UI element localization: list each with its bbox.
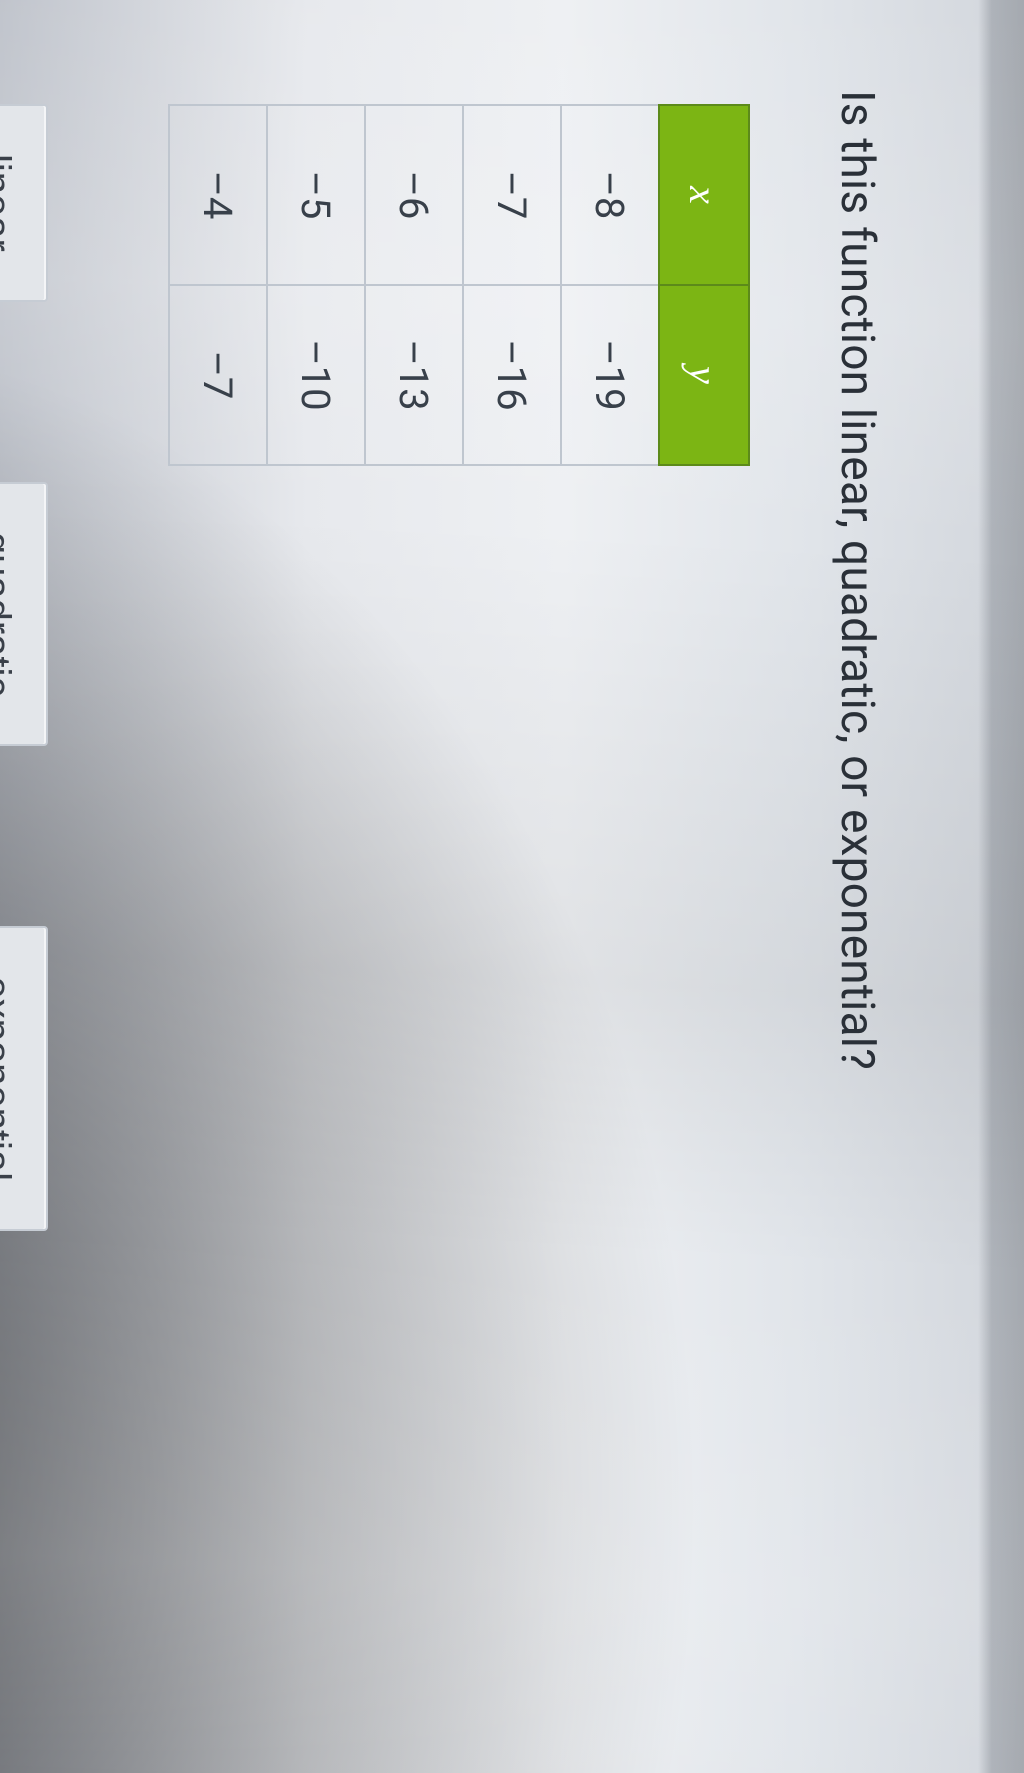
table-row: –4 –7 bbox=[169, 105, 267, 465]
table-header-x: x bbox=[659, 105, 749, 285]
cell-y: –13 bbox=[365, 285, 463, 465]
cell-y: –7 bbox=[169, 285, 267, 465]
cell-x: –8 bbox=[561, 105, 659, 285]
answer-linear-button[interactable]: linear bbox=[0, 104, 48, 302]
question-text: Is this function linear, quadratic, or e… bbox=[830, 90, 884, 1713]
table-header-row: x y bbox=[659, 105, 749, 465]
cell-x: –6 bbox=[365, 105, 463, 285]
cell-x: –4 bbox=[169, 105, 267, 285]
answer-options: linear quadratic exponential bbox=[0, 104, 48, 1713]
table-row: –6 –13 bbox=[365, 105, 463, 465]
table-row: –7 –16 bbox=[463, 105, 561, 465]
table-row: –8 –19 bbox=[561, 105, 659, 465]
cell-x: –7 bbox=[463, 105, 561, 285]
cell-y: –16 bbox=[463, 285, 561, 465]
cell-y: –10 bbox=[267, 285, 365, 465]
table-header-y: y bbox=[659, 285, 749, 465]
function-table: x y –8 –19 –7 –16 –6 –13 bbox=[168, 104, 750, 466]
table-row: –5 –10 bbox=[267, 105, 365, 465]
cell-y: –19 bbox=[561, 285, 659, 465]
answer-exponential-button[interactable]: exponential bbox=[0, 926, 48, 1231]
answer-quadratic-button[interactable]: quadratic bbox=[0, 482, 48, 747]
cell-x: –5 bbox=[267, 105, 365, 285]
window-chrome-sliver bbox=[978, 0, 1024, 1773]
